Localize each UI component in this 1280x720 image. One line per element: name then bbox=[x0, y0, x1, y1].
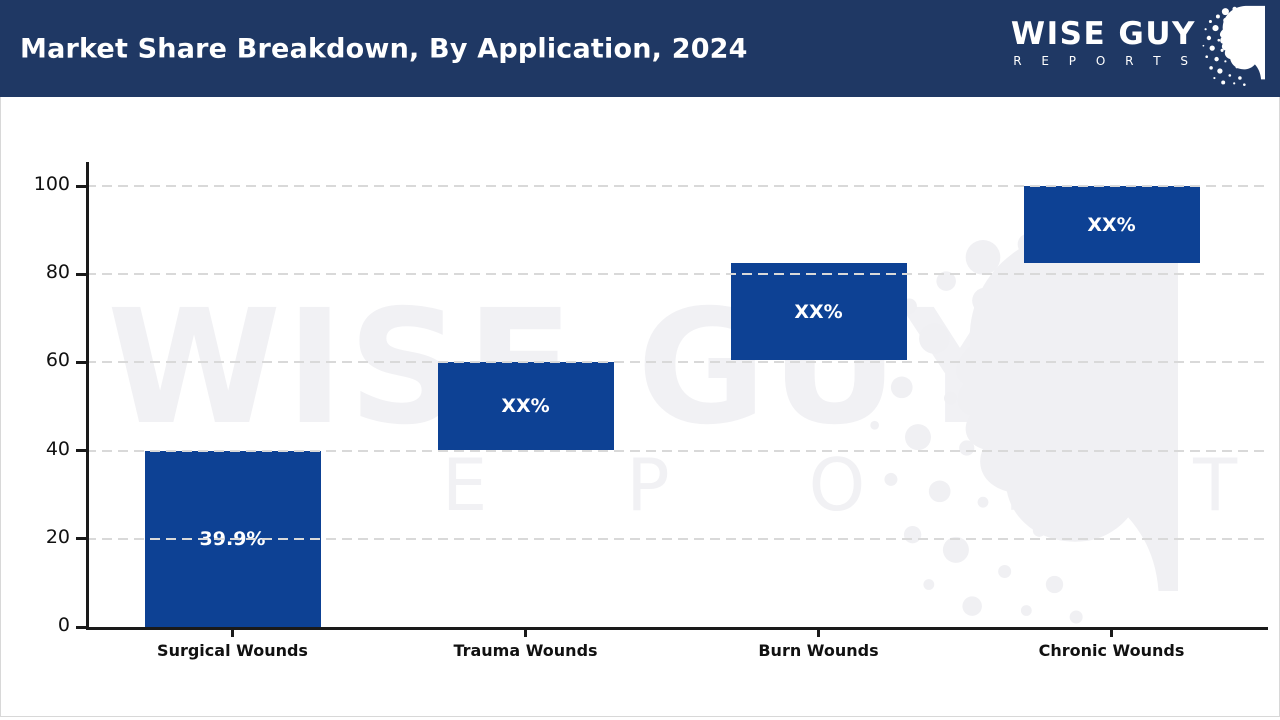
y-tickmark-80 bbox=[76, 272, 86, 276]
gridline-20 bbox=[86, 537, 1266, 540]
y-tick-label-80: 80 bbox=[45, 261, 70, 284]
bar-4: XX% bbox=[1023, 186, 1200, 264]
y-tickmark-100 bbox=[76, 184, 86, 188]
y-tick-label-40: 40 bbox=[45, 437, 70, 460]
logo-face-icon bbox=[1192, 5, 1272, 93]
logo-subtitle: R E P O R T S bbox=[1013, 53, 1196, 68]
bar-value-label-4: XX% bbox=[1087, 213, 1136, 236]
y-tick-label-60: 60 bbox=[45, 349, 70, 372]
y-tickmark-60 bbox=[76, 360, 86, 364]
x-tick-label-2: Trauma Wounds bbox=[453, 641, 598, 660]
y-tick-label-20: 20 bbox=[45, 525, 70, 548]
y-tick-label-100: 100 bbox=[33, 173, 70, 195]
y-tick-label-0: 0 bbox=[57, 614, 70, 636]
gridline-60 bbox=[86, 361, 1266, 364]
x-tick-label-3: Burn Wounds bbox=[758, 641, 879, 660]
page-title: Market Share Breakdown, By Application, … bbox=[20, 33, 748, 64]
x-tickmark-1 bbox=[231, 627, 234, 637]
bar-3: XX% bbox=[730, 263, 907, 361]
y-tickmark-20 bbox=[76, 537, 86, 541]
y-tickmark-0 bbox=[76, 625, 86, 629]
x-tickmark-3 bbox=[817, 627, 820, 637]
chart-panel: WISE GUY R E P O R T S 02040608010039.9%… bbox=[0, 97, 1280, 717]
logo-text: WISE GUY R E P O R T S bbox=[1011, 18, 1196, 68]
gridline-80 bbox=[86, 273, 1266, 276]
gridline-40 bbox=[86, 449, 1266, 452]
x-tick-label-4: Chronic Wounds bbox=[1038, 641, 1185, 660]
wise-guy-logo: WISE GUY R E P O R T S bbox=[1000, 4, 1272, 94]
logo-wordmark: WISE GUY bbox=[1010, 16, 1196, 52]
header-bar: Market Share Breakdown, By Application, … bbox=[0, 0, 1280, 97]
bar-2: XX% bbox=[437, 361, 614, 450]
y-tickmark-40 bbox=[76, 449, 86, 453]
gridline-100 bbox=[86, 185, 1266, 187]
axis-y bbox=[86, 162, 89, 630]
bar-value-label-2: XX% bbox=[501, 394, 550, 417]
x-tickmark-4 bbox=[1110, 627, 1113, 637]
x-tickmark-2 bbox=[524, 627, 527, 637]
axis-x bbox=[86, 627, 1268, 630]
bar-value-label-3: XX% bbox=[794, 300, 843, 323]
x-tick-label-1: Surgical Wounds bbox=[157, 641, 308, 660]
